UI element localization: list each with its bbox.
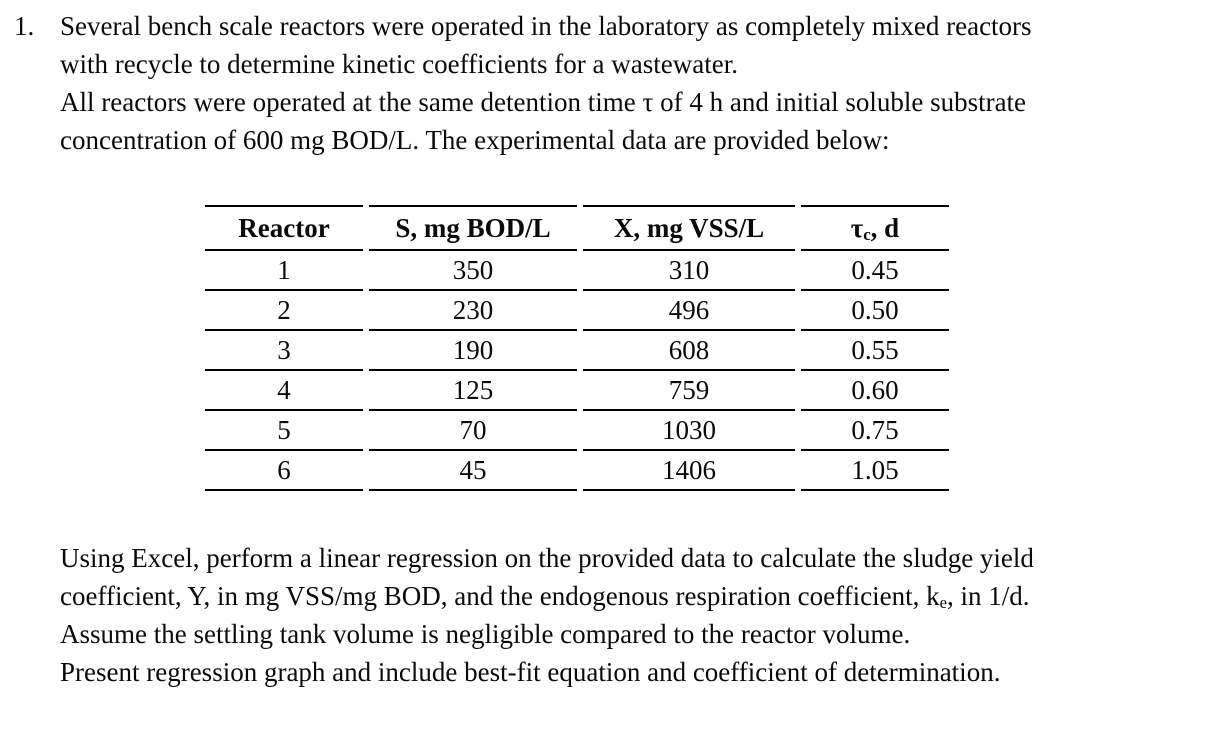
tau-subscript: c (863, 225, 871, 244)
col-header-reactor: Reactor (205, 205, 363, 251)
intro-line-4: concentration of 600 mg BOD/L. The exper… (60, 125, 890, 155)
table-cell: 1030 (583, 411, 795, 451)
table-cell: 45 (369, 451, 577, 491)
table-cell: 0.45 (801, 251, 949, 291)
table-cell: 6 (205, 451, 363, 491)
table-cell: 496 (583, 291, 795, 331)
table-cell: 5 (205, 411, 363, 451)
ke-subscript: e (939, 593, 948, 612)
col-header-biomass: X, mg VSS/L (583, 205, 795, 251)
problem-item: 1. Several bench scale reactors were ope… (0, 7, 1213, 691)
intro-line-3: All reactors were operated at the same d… (60, 87, 1027, 117)
table-cell: 3 (205, 331, 363, 371)
item-number: 1. (14, 11, 35, 41)
table-cell: 1 (205, 251, 363, 291)
table-cell: 310 (583, 251, 795, 291)
table-row: 5 70 1030 0.75 (205, 411, 949, 451)
table-cell: 125 (369, 371, 577, 411)
table-row: 2 230 496 0.50 (205, 291, 949, 331)
table-cell: 70 (369, 411, 577, 451)
tasks-paragraph: Using Excel, perform a linear regression… (60, 539, 1200, 691)
col-header-srt: τc, d (801, 205, 949, 251)
table-cell: 2 (205, 291, 363, 331)
table-cell: 4 (205, 371, 363, 411)
table-cell: 1.05 (801, 451, 949, 491)
task-line-3: Assume the settling tank volume is negli… (60, 619, 911, 649)
table-cell: 350 (369, 251, 577, 291)
task-line-4: Present regression graph and include bes… (60, 657, 1001, 687)
table-cell: 1406 (583, 451, 795, 491)
task-line-2-end: , in 1/d. (947, 581, 1030, 611)
table-row: 6 45 1406 1.05 (205, 451, 949, 491)
tau-symbol: τ (850, 213, 864, 243)
intro-line-2: with recycle to determine kinetic coeffi… (60, 49, 738, 79)
intro-line-1: Several bench scale reactors were operat… (60, 11, 1032, 41)
table-cell: 0.55 (801, 331, 949, 371)
task-line-1: Using Excel, perform a linear regression… (60, 543, 1034, 573)
problem-body: Several bench scale reactors were operat… (60, 7, 1200, 691)
table-cell: 0.50 (801, 291, 949, 331)
task-line-2: coefficient, Y, in mg VSS/mg BOD, and th… (60, 577, 1200, 615)
col-header-substrate: S, mg BOD/L (369, 205, 577, 251)
table-cell: 190 (369, 331, 577, 371)
table-cell: 230 (369, 291, 577, 331)
table-row: 4 125 759 0.60 (205, 371, 949, 411)
srt-units: , d (870, 213, 900, 243)
page: 1. Several bench scale reactors were ope… (0, 7, 1213, 691)
table-cell: 0.75 (801, 411, 949, 451)
table-row: 1 350 310 0.45 (205, 251, 949, 291)
table-cell: 608 (583, 331, 795, 371)
table-row: 3 190 608 0.55 (205, 331, 949, 371)
data-table: Reactor S, mg BOD/L X, mg VSS/L τc, d 1 … (199, 205, 955, 491)
table-cell: 0.60 (801, 371, 949, 411)
task-line-2-text: coefficient, Y, in mg VSS/mg BOD, and th… (60, 581, 940, 611)
table-header-row: Reactor S, mg BOD/L X, mg VSS/L τc, d (205, 205, 949, 251)
table-cell: 759 (583, 371, 795, 411)
